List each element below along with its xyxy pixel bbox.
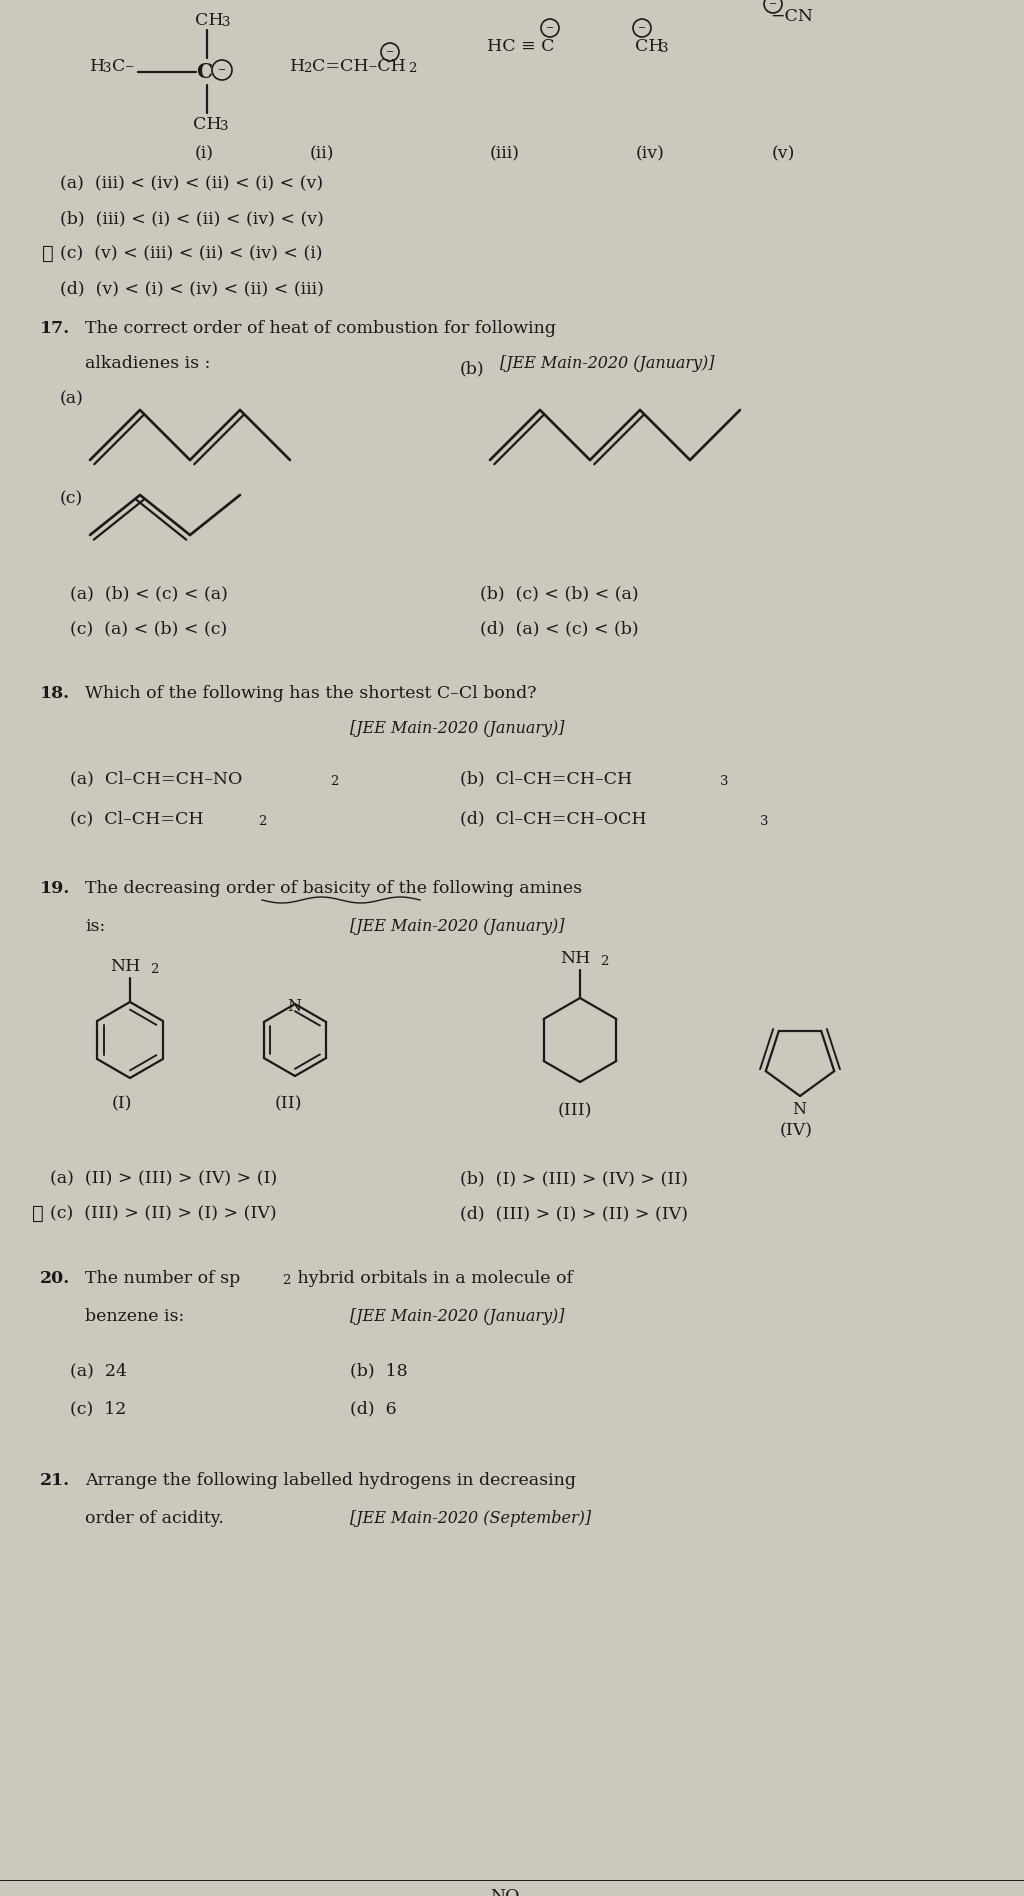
Text: Arrange the following labelled hydrogens in decreasing: Arrange the following labelled hydrogens… bbox=[85, 1471, 575, 1488]
Text: Which of the following has the shortest C–Cl bond?: Which of the following has the shortest … bbox=[85, 684, 537, 702]
Text: (I): (I) bbox=[112, 1096, 132, 1111]
Text: 18.: 18. bbox=[40, 684, 70, 702]
Text: (a)  (II) > (III) > (IV) > (I): (a) (II) > (III) > (IV) > (I) bbox=[50, 1170, 278, 1187]
Text: −: − bbox=[386, 47, 394, 57]
Text: (d)  (III) > (I) > (II) > (IV): (d) (III) > (I) > (II) > (IV) bbox=[460, 1206, 688, 1223]
Text: (b)  (iii) < (i) < (ii) < (iv) < (v): (b) (iii) < (i) < (ii) < (iv) < (v) bbox=[60, 210, 324, 228]
Text: [JEE Main-2020 (January)]: [JEE Main-2020 (January)] bbox=[350, 918, 564, 935]
Text: NO: NO bbox=[490, 1888, 519, 1896]
Text: (d)  (v) < (i) < (iv) < (ii) < (iii): (d) (v) < (i) < (iv) < (ii) < (iii) bbox=[60, 281, 324, 298]
Text: 3: 3 bbox=[760, 815, 768, 829]
Text: 3: 3 bbox=[103, 63, 112, 76]
Text: 2: 2 bbox=[303, 63, 311, 76]
Text: (a)  Cl–CH=CH–NO: (a) Cl–CH=CH–NO bbox=[70, 770, 243, 787]
Text: 2: 2 bbox=[258, 815, 266, 829]
Text: (d)  Cl–CH=CH–OCH: (d) Cl–CH=CH–OCH bbox=[460, 810, 646, 827]
Text: −: − bbox=[638, 23, 646, 32]
Text: 3: 3 bbox=[222, 15, 230, 28]
Text: (c)  12: (c) 12 bbox=[70, 1399, 126, 1416]
Text: [JEE Main-2020 (January)]: [JEE Main-2020 (January)] bbox=[500, 355, 715, 372]
Text: (IV): (IV) bbox=[780, 1122, 813, 1139]
Text: (ii): (ii) bbox=[310, 144, 335, 161]
Text: (iv): (iv) bbox=[636, 144, 665, 161]
Text: C: C bbox=[196, 63, 212, 82]
Text: NH: NH bbox=[560, 950, 591, 967]
Text: alkadienes is :: alkadienes is : bbox=[85, 355, 210, 372]
Text: 2: 2 bbox=[600, 956, 608, 969]
Text: 3: 3 bbox=[220, 119, 228, 133]
Text: −CN: −CN bbox=[770, 8, 813, 25]
Text: The correct order of heat of combustion for following: The correct order of heat of combustion … bbox=[85, 320, 556, 337]
Text: (a)  (b) < (c) < (a): (a) (b) < (c) < (a) bbox=[70, 586, 228, 603]
Text: (b): (b) bbox=[460, 360, 484, 377]
Text: 19.: 19. bbox=[40, 880, 71, 897]
Text: is:: is: bbox=[85, 918, 105, 935]
Text: (c): (c) bbox=[60, 489, 83, 506]
Text: The number of sp: The number of sp bbox=[85, 1270, 241, 1287]
Text: [JEE Main-2020 (September)]: [JEE Main-2020 (September)] bbox=[350, 1509, 591, 1526]
Text: hybrid orbitals in a molecule of: hybrid orbitals in a molecule of bbox=[292, 1270, 573, 1287]
Text: ⁀: ⁀ bbox=[32, 1206, 44, 1223]
Text: (b)  (c) < (b) < (a): (b) (c) < (b) < (a) bbox=[480, 586, 639, 603]
Text: CH: CH bbox=[195, 11, 223, 28]
Text: (c)  (a) < (b) < (c): (c) (a) < (b) < (c) bbox=[70, 620, 227, 637]
Text: (iii): (iii) bbox=[490, 144, 520, 161]
Text: CH: CH bbox=[635, 38, 664, 55]
Text: C=CH–CH: C=CH–CH bbox=[312, 59, 406, 76]
Text: H: H bbox=[90, 59, 105, 76]
Text: −: − bbox=[769, 0, 777, 9]
Text: (II): (II) bbox=[275, 1096, 302, 1111]
Text: benzene is:: benzene is: bbox=[85, 1308, 184, 1325]
Text: H: H bbox=[290, 59, 305, 76]
Text: 17.: 17. bbox=[40, 320, 71, 337]
Text: (v): (v) bbox=[772, 144, 796, 161]
Text: (c)  Cl–CH=CH: (c) Cl–CH=CH bbox=[70, 810, 204, 827]
Text: (b)  18: (b) 18 bbox=[350, 1361, 408, 1378]
Text: 2: 2 bbox=[282, 1274, 291, 1287]
Text: (III): (III) bbox=[558, 1102, 593, 1119]
Text: The decreasing order of basicity of the following amines: The decreasing order of basicity of the … bbox=[85, 880, 582, 897]
Text: 3: 3 bbox=[720, 775, 728, 789]
Text: [JEE Main-2020 (January)]: [JEE Main-2020 (January)] bbox=[350, 720, 564, 738]
Text: CH: CH bbox=[193, 116, 221, 133]
Text: N: N bbox=[792, 1102, 806, 1119]
Text: order of acidity.: order of acidity. bbox=[85, 1509, 224, 1526]
Text: (c)  (v) < (iii) < (ii) < (iv) < (i): (c) (v) < (iii) < (ii) < (iv) < (i) bbox=[60, 245, 323, 262]
Text: N: N bbox=[287, 997, 301, 1014]
Text: 2: 2 bbox=[408, 63, 417, 76]
Text: −: − bbox=[218, 64, 226, 76]
Text: HC ≡ C: HC ≡ C bbox=[487, 38, 555, 55]
Text: (c)  (III) > (II) > (I) > (IV): (c) (III) > (II) > (I) > (IV) bbox=[50, 1206, 276, 1223]
Text: −: − bbox=[546, 23, 554, 32]
Text: (b)  Cl–CH=CH–CH: (b) Cl–CH=CH–CH bbox=[460, 770, 632, 787]
Text: 20.: 20. bbox=[40, 1270, 71, 1287]
Text: ⁀: ⁀ bbox=[42, 245, 53, 264]
Text: (a)  (iii) < (iv) < (ii) < (i) < (v): (a) (iii) < (iv) < (ii) < (i) < (v) bbox=[60, 174, 324, 191]
Text: 3: 3 bbox=[660, 42, 669, 55]
Text: (d)  (a) < (c) < (b): (d) (a) < (c) < (b) bbox=[480, 620, 639, 637]
Text: [JEE Main-2020 (January)]: [JEE Main-2020 (January)] bbox=[350, 1308, 564, 1325]
Text: 2: 2 bbox=[330, 775, 338, 789]
Text: 2: 2 bbox=[150, 963, 159, 976]
Text: C–: C– bbox=[112, 59, 134, 76]
Text: NH: NH bbox=[110, 957, 140, 975]
Text: (b)  (I) > (III) > (IV) > (II): (b) (I) > (III) > (IV) > (II) bbox=[460, 1170, 688, 1187]
Text: (a): (a) bbox=[60, 391, 84, 408]
Text: (a)  24: (a) 24 bbox=[70, 1361, 127, 1378]
Text: 21.: 21. bbox=[40, 1471, 70, 1488]
Text: (i): (i) bbox=[195, 144, 214, 161]
Text: (d)  6: (d) 6 bbox=[350, 1399, 396, 1416]
